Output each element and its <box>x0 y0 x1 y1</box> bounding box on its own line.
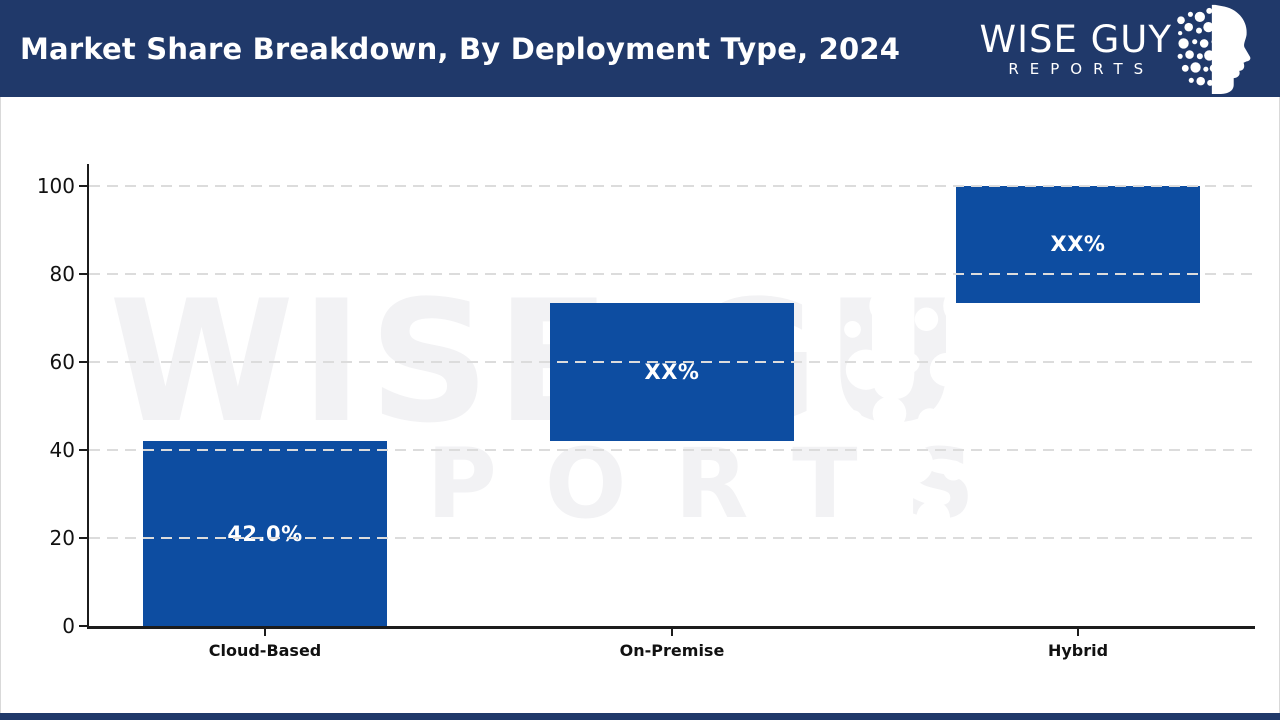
x-category-label: Hybrid <box>1047 641 1109 660</box>
brand-logo: WISE GUY REPORTS <box>980 4 1260 94</box>
x-tick-mark <box>1077 628 1079 636</box>
gridline-100 <box>89 185 1255 187</box>
y-tick-label: 60 <box>49 350 75 374</box>
chart-area: WISE GUY REPORTS 42.0%XX%XX%020406080100… <box>0 97 1280 713</box>
brand-name-text: WISE GUY <box>979 17 1172 61</box>
footer-bar <box>0 713 1280 720</box>
y-tick-mark <box>79 361 87 363</box>
page-title: Market Share Breakdown, By Deployment Ty… <box>20 31 901 66</box>
y-axis-line <box>87 164 89 628</box>
bar-on-premise: XX% <box>550 302 794 442</box>
x-tick-mark <box>671 628 673 636</box>
y-tick-label: 40 <box>49 438 75 462</box>
y-tick-label: 20 <box>49 526 75 550</box>
brand-subtitle-text: REPORTS <box>1008 59 1155 78</box>
y-tick-label: 80 <box>49 262 75 286</box>
y-tick-mark <box>79 449 87 451</box>
bar-cloud-based: 42.0% <box>143 441 387 626</box>
bar-plot: 42.0% XX% XX% 0 20 40 60 80 100 Cloud-Based On-Pre… <box>1 97 1279 713</box>
y-tick-label: 0 <box>62 614 75 638</box>
x-tick-mark <box>264 628 266 636</box>
gridline-40 <box>89 449 1255 451</box>
y-tick-mark <box>79 185 87 187</box>
x-category-label: Cloud-Based <box>208 641 322 660</box>
brand-wordmark: WISE GUY REPORTS <box>980 21 1172 77</box>
x-axis-line <box>87 626 1255 629</box>
bar-value-label: XX% <box>644 359 700 384</box>
bar-value-label: XX% <box>1050 232 1106 257</box>
x-category-label: On-Premise <box>619 641 725 660</box>
bar-hybrid: XX% <box>956 186 1200 303</box>
gridline-60 <box>89 361 1255 363</box>
y-tick-label: 100 <box>36 174 75 198</box>
gridline-20 <box>89 537 1255 539</box>
header-bar: Market Share Breakdown, By Deployment Ty… <box>0 0 1280 97</box>
bar-value-label: 42.0% <box>227 521 303 546</box>
y-tick-mark <box>79 537 87 539</box>
wise-guy-face-icon <box>1177 4 1251 94</box>
y-tick-mark <box>79 273 87 275</box>
gridline-80 <box>89 273 1255 275</box>
y-tick-mark <box>79 625 87 627</box>
